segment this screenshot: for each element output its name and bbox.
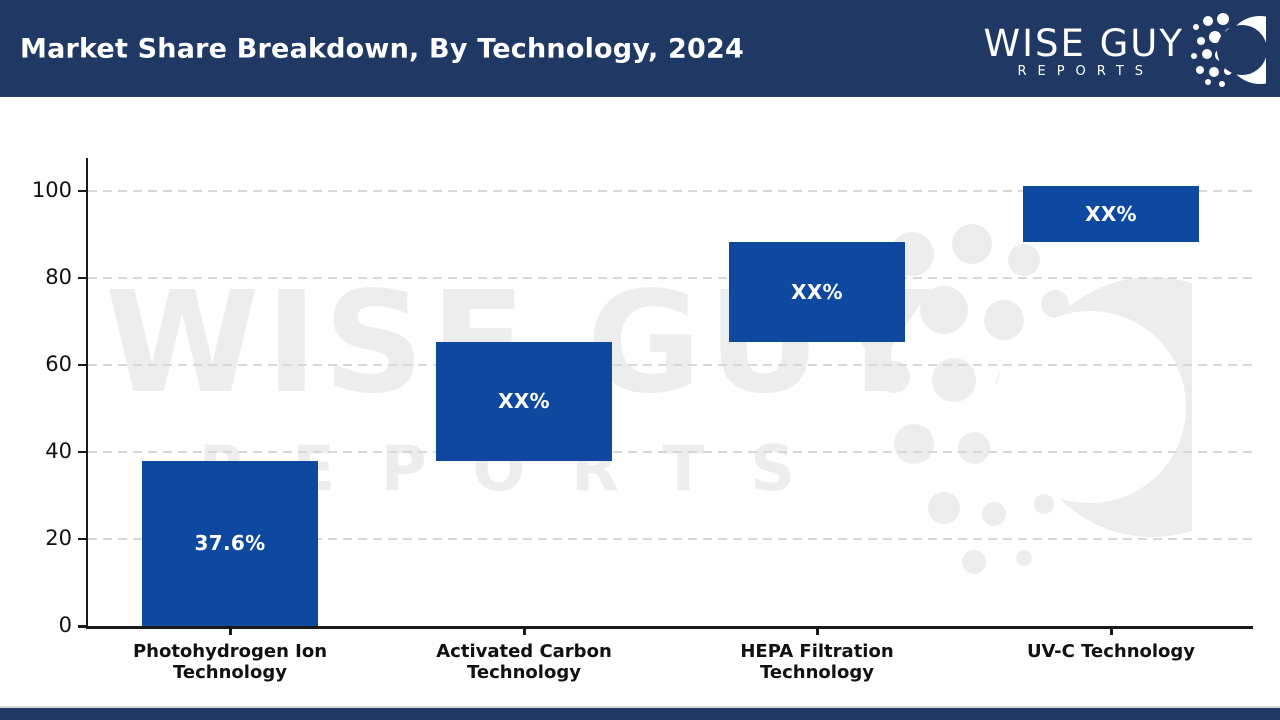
- x-tick-mark: [1110, 626, 1113, 635]
- bar-value-label: 37.6%: [194, 531, 266, 556]
- gridline: [88, 537, 1253, 540]
- chart-title: Market Share Breakdown, By Technology, 2…: [20, 33, 745, 64]
- x-tick-mark: [523, 626, 526, 635]
- gridline: [88, 363, 1253, 366]
- category-label: HEPA Filtration Technology: [740, 641, 894, 683]
- footer-bar: [0, 706, 1280, 720]
- x-axis-line: [85, 626, 1253, 629]
- y-tick-mark: [78, 276, 86, 280]
- y-tick-label: 40: [45, 438, 72, 463]
- gridline: [88, 189, 1253, 192]
- y-tick-label: 60: [45, 351, 72, 376]
- plot-area: 0 20 40 60 80 100 37.6% Photohydrogen Ion Techno…: [32, 158, 1253, 683]
- y-tick-label: 0: [58, 612, 72, 637]
- bar-value-label: XX%: [498, 389, 550, 414]
- brand-name: WISE GUY: [983, 22, 1184, 65]
- y-axis-line: [85, 158, 88, 629]
- y-tick-label: 20: [45, 525, 72, 550]
- y-tick-label: 100: [31, 177, 72, 202]
- y-tick-mark: [78, 363, 86, 367]
- waterfall-bar: XX%: [436, 341, 612, 461]
- brand-logo-text: WISE GUY REPORTS: [984, 24, 1184, 80]
- brand-subtitle: REPORTS: [1017, 64, 1155, 79]
- x-tick-mark: [229, 626, 232, 635]
- gridline: [88, 450, 1253, 453]
- waterfall-bar: XX%: [1023, 186, 1199, 243]
- category-label: Activated Carbon Technology: [436, 641, 612, 683]
- y-tick-mark: [78, 450, 86, 454]
- x-tick-mark: [816, 626, 819, 635]
- brand-logo: WISE GUY REPORTS: [984, 11, 1280, 93]
- waterfall-bar: 37.6%: [142, 460, 318, 626]
- category-label: UV-C Technology: [1026, 641, 1196, 662]
- y-tick-mark: [78, 537, 86, 541]
- bar-value-label: XX%: [791, 280, 843, 305]
- bar-value-label: XX%: [1085, 202, 1137, 227]
- y-tick-label: 80: [45, 264, 72, 289]
- brand-face-icon: [1186, 11, 1280, 93]
- y-tick-mark: [78, 189, 86, 193]
- y-tick-mark: [78, 625, 86, 628]
- waterfall-bar: XX%: [729, 242, 905, 342]
- gridline: [88, 276, 1253, 279]
- header-bar: Market Share Breakdown, By Technology, 2…: [0, 0, 1280, 97]
- category-label: Photohydrogen Ion Technology: [132, 641, 328, 683]
